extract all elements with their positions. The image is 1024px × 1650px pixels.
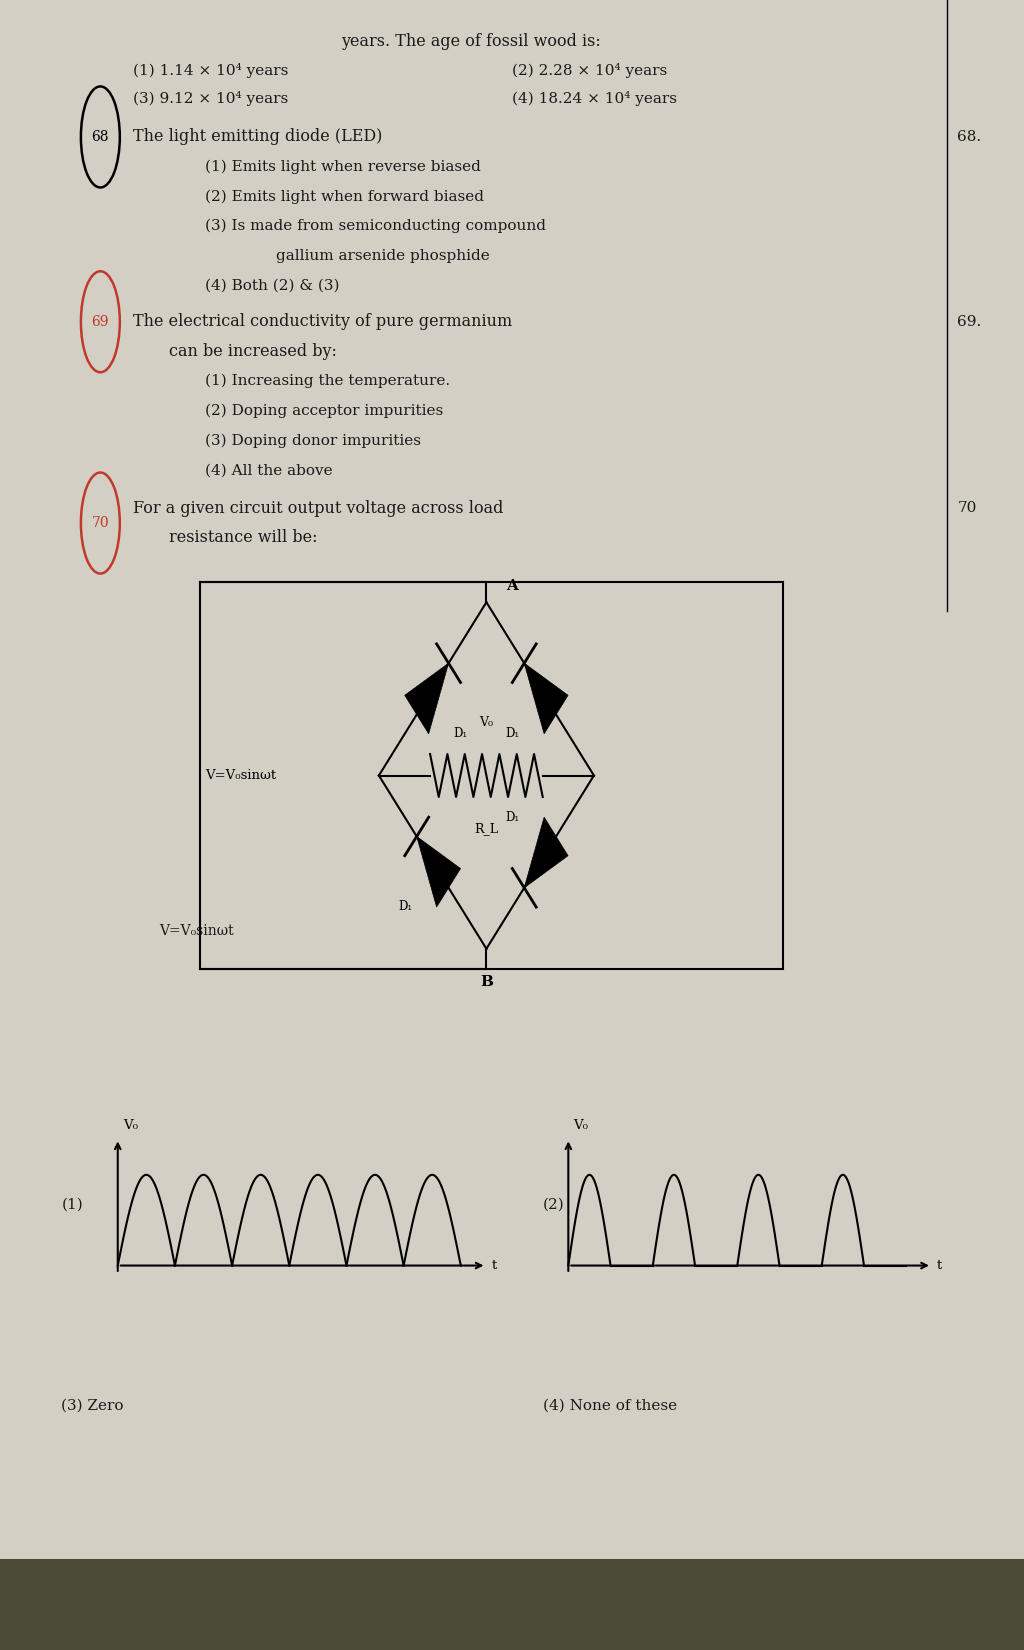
Text: (2) 2.28 × 10⁴ years: (2) 2.28 × 10⁴ years bbox=[512, 63, 668, 79]
Text: (3) Doping donor impurities: (3) Doping donor impurities bbox=[205, 434, 421, 447]
Text: D₁: D₁ bbox=[453, 726, 467, 739]
Text: R_L: R_L bbox=[474, 822, 499, 835]
Text: resistance will be:: resistance will be: bbox=[169, 530, 317, 546]
Text: D₁: D₁ bbox=[506, 726, 520, 739]
Text: can be increased by:: can be increased by: bbox=[169, 343, 337, 360]
Text: (4) 18.24 × 10⁴ years: (4) 18.24 × 10⁴ years bbox=[512, 91, 677, 107]
Text: (4) Both (2) & (3): (4) Both (2) & (3) bbox=[205, 279, 339, 292]
Polygon shape bbox=[524, 663, 568, 734]
Text: For a given circuit output voltage across load: For a given circuit output voltage acros… bbox=[133, 500, 504, 516]
Text: (3) 9.12 × 10⁴ years: (3) 9.12 × 10⁴ years bbox=[133, 91, 289, 107]
Text: V₀: V₀ bbox=[123, 1119, 138, 1132]
Text: (3) Zero: (3) Zero bbox=[61, 1399, 124, 1412]
Text: (1) Increasing the temperature.: (1) Increasing the temperature. bbox=[205, 375, 450, 388]
Text: t: t bbox=[492, 1259, 497, 1272]
Text: V₀: V₀ bbox=[479, 716, 494, 729]
Text: (2): (2) bbox=[543, 1198, 564, 1211]
Text: D₁: D₁ bbox=[398, 899, 413, 912]
Text: (2) Emits light when forward biased: (2) Emits light when forward biased bbox=[205, 190, 483, 203]
Text: (1): (1) bbox=[61, 1198, 83, 1211]
Text: A: A bbox=[506, 579, 518, 592]
Text: V₀: V₀ bbox=[573, 1119, 589, 1132]
Text: 69: 69 bbox=[91, 315, 110, 328]
Polygon shape bbox=[404, 663, 449, 734]
Text: (1) 1.14 × 10⁴ years: (1) 1.14 × 10⁴ years bbox=[133, 63, 289, 79]
Text: (1) Emits light when reverse biased: (1) Emits light when reverse biased bbox=[205, 160, 480, 173]
Polygon shape bbox=[417, 837, 461, 908]
Text: V=V₀sinωt: V=V₀sinωt bbox=[159, 924, 233, 937]
Text: (2) Doping acceptor impurities: (2) Doping acceptor impurities bbox=[205, 404, 443, 417]
Text: 70: 70 bbox=[957, 502, 977, 515]
Text: 69.: 69. bbox=[957, 315, 982, 328]
Text: V=V₀sinωt: V=V₀sinωt bbox=[205, 769, 275, 782]
Text: 68.: 68. bbox=[957, 130, 982, 144]
Text: (4) None of these: (4) None of these bbox=[543, 1399, 677, 1412]
Text: The light emitting diode (LED): The light emitting diode (LED) bbox=[133, 129, 383, 145]
Bar bbox=[200, 582, 783, 969]
Bar bbox=[0, 1559, 1024, 1650]
Text: The electrical conductivity of pure germanium: The electrical conductivity of pure germ… bbox=[133, 314, 512, 330]
Text: 70: 70 bbox=[91, 516, 110, 530]
Text: B: B bbox=[480, 975, 493, 988]
Text: (4) All the above: (4) All the above bbox=[205, 464, 333, 477]
Text: D₁: D₁ bbox=[506, 812, 520, 825]
Polygon shape bbox=[524, 817, 568, 888]
Text: years. The age of fossil wood is:: years. The age of fossil wood is: bbox=[341, 33, 601, 50]
Text: (3) Is made from semiconducting compound: (3) Is made from semiconducting compound bbox=[205, 219, 546, 233]
Text: gallium arsenide phosphide: gallium arsenide phosphide bbox=[276, 249, 490, 262]
Text: 68: 68 bbox=[91, 130, 110, 144]
Text: t: t bbox=[937, 1259, 942, 1272]
